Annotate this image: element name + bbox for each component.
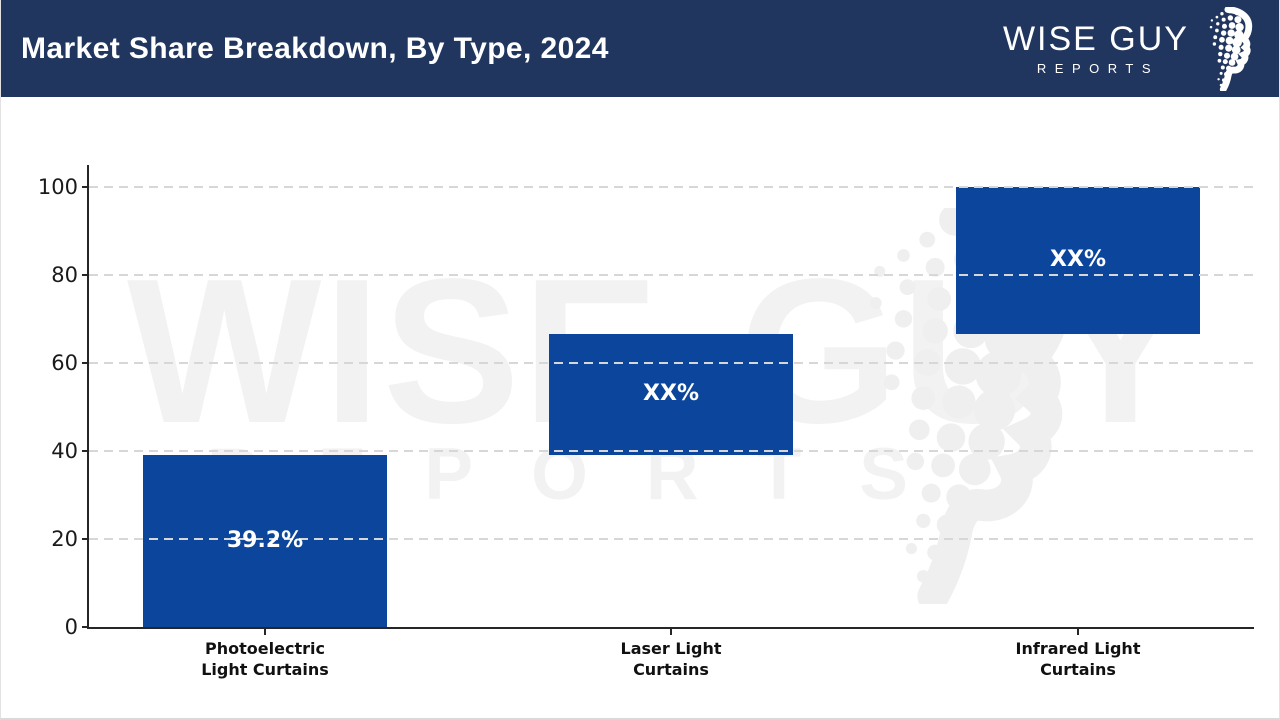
gridline xyxy=(89,274,1254,276)
y-tick-label: 0 xyxy=(64,615,78,639)
y-axis-line xyxy=(87,165,89,629)
bar-value-label: 39.2% xyxy=(226,527,304,553)
x-category-label-line: Photoelectric xyxy=(205,639,325,658)
x-category-label: Laser Light Curtains xyxy=(531,638,811,680)
gridline xyxy=(89,538,1254,540)
bar-segment xyxy=(143,454,387,627)
x-axis-line xyxy=(89,627,1254,629)
gridline xyxy=(89,450,1254,452)
face-profile-icon xyxy=(1185,7,1269,91)
y-tick-mark xyxy=(82,538,89,540)
bar-value-label: XX% xyxy=(643,381,699,407)
x-tick-mark xyxy=(670,629,672,635)
chart-title: Market Share Breakdown, By Type, 2024 xyxy=(21,31,609,65)
x-category-label: Photoelectric Light Curtains xyxy=(125,638,405,680)
x-tick-mark xyxy=(264,629,266,635)
y-tick-label: 80 xyxy=(51,263,78,287)
y-tick-label: 60 xyxy=(51,351,78,375)
gridline xyxy=(89,186,1254,188)
y-tick-label: 40 xyxy=(51,439,78,463)
x-category-label-line: Infrared Light xyxy=(1015,639,1141,658)
y-tick-label: 20 xyxy=(51,527,78,551)
x-category-label-line: Curtains xyxy=(1040,660,1116,679)
x-category-label-line: Curtains xyxy=(633,660,709,679)
bar-segment xyxy=(549,333,793,455)
brand-logo: WISE GUY REPORTS xyxy=(1003,7,1269,91)
y-tick-mark xyxy=(82,274,89,276)
header-banner: Market Share Breakdown, By Type, 2024 WI… xyxy=(1,0,1279,97)
x-category-label-line: Light Curtains xyxy=(201,660,329,679)
bar-value-label: XX% xyxy=(1050,247,1106,273)
logo-wordmark: WISE GUY xyxy=(1002,19,1189,58)
x-tick-mark xyxy=(1077,629,1079,635)
x-category-label-line: Laser Light xyxy=(620,639,722,658)
y-tick-mark xyxy=(82,186,89,188)
gridline xyxy=(89,362,1254,364)
bar-segment xyxy=(956,187,1200,334)
y-tick-mark xyxy=(82,450,89,452)
y-tick-mark xyxy=(82,626,89,628)
y-tick-label: 100 xyxy=(37,175,78,199)
logo-subtext: REPORTS xyxy=(1036,60,1160,76)
x-category-label: Infrared Light Curtains xyxy=(938,638,1218,680)
y-tick-mark xyxy=(82,362,89,364)
brand-logo-text: WISE GUY REPORTS xyxy=(1003,22,1189,76)
